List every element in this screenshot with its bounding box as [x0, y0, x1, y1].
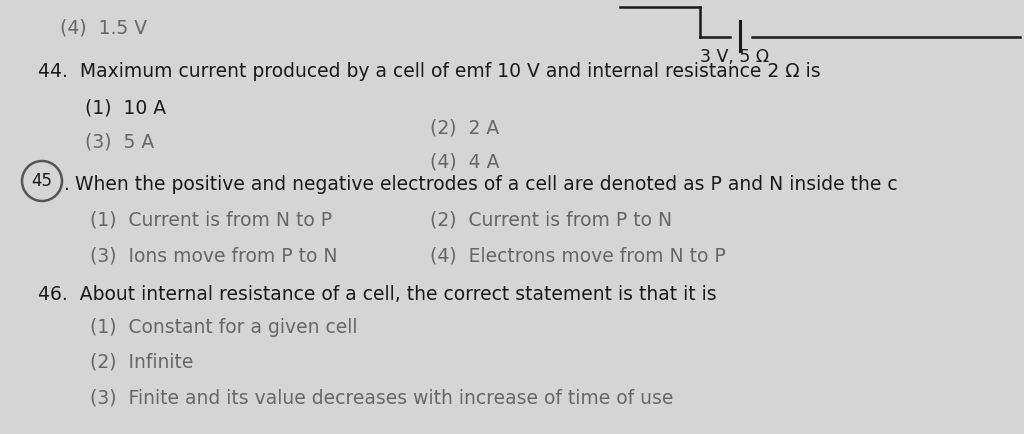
- Text: (2)  2 A: (2) 2 A: [430, 118, 500, 137]
- Text: (4)  1.5 V: (4) 1.5 V: [60, 18, 147, 37]
- Text: 44.  Maximum current produced by a cell of emf 10 V and internal resistance 2 Ω : 44. Maximum current produced by a cell o…: [38, 62, 820, 81]
- Text: (2)  Current is from P to N: (2) Current is from P to N: [430, 210, 672, 228]
- Text: When the positive and negative electrodes of a cell are denoted as P and N insid: When the positive and negative electrode…: [75, 174, 898, 194]
- Text: (1)  10 A: (1) 10 A: [85, 98, 166, 117]
- Text: (1)  Current is from N to P: (1) Current is from N to P: [90, 210, 332, 228]
- Text: 45: 45: [32, 171, 52, 190]
- Text: (3)  5 A: (3) 5 A: [85, 133, 155, 151]
- Text: (1)  Constant for a given cell: (1) Constant for a given cell: [90, 317, 357, 336]
- Text: (2)  Infinite: (2) Infinite: [90, 352, 194, 371]
- Text: 3 V, 5 Ω: 3 V, 5 Ω: [700, 48, 769, 66]
- Text: (4)  Electrons move from N to P: (4) Electrons move from N to P: [430, 246, 726, 264]
- Text: (3)  Ions move from P to N: (3) Ions move from P to N: [90, 246, 338, 264]
- Text: .: .: [63, 174, 70, 194]
- Text: 46.  About internal resistance of a cell, the correct statement is that it is: 46. About internal resistance of a cell,…: [38, 284, 717, 303]
- Text: (3)  Finite and its value decreases with increase of time of use: (3) Finite and its value decreases with …: [90, 387, 674, 406]
- Text: (4)  4 A: (4) 4 A: [430, 153, 500, 171]
